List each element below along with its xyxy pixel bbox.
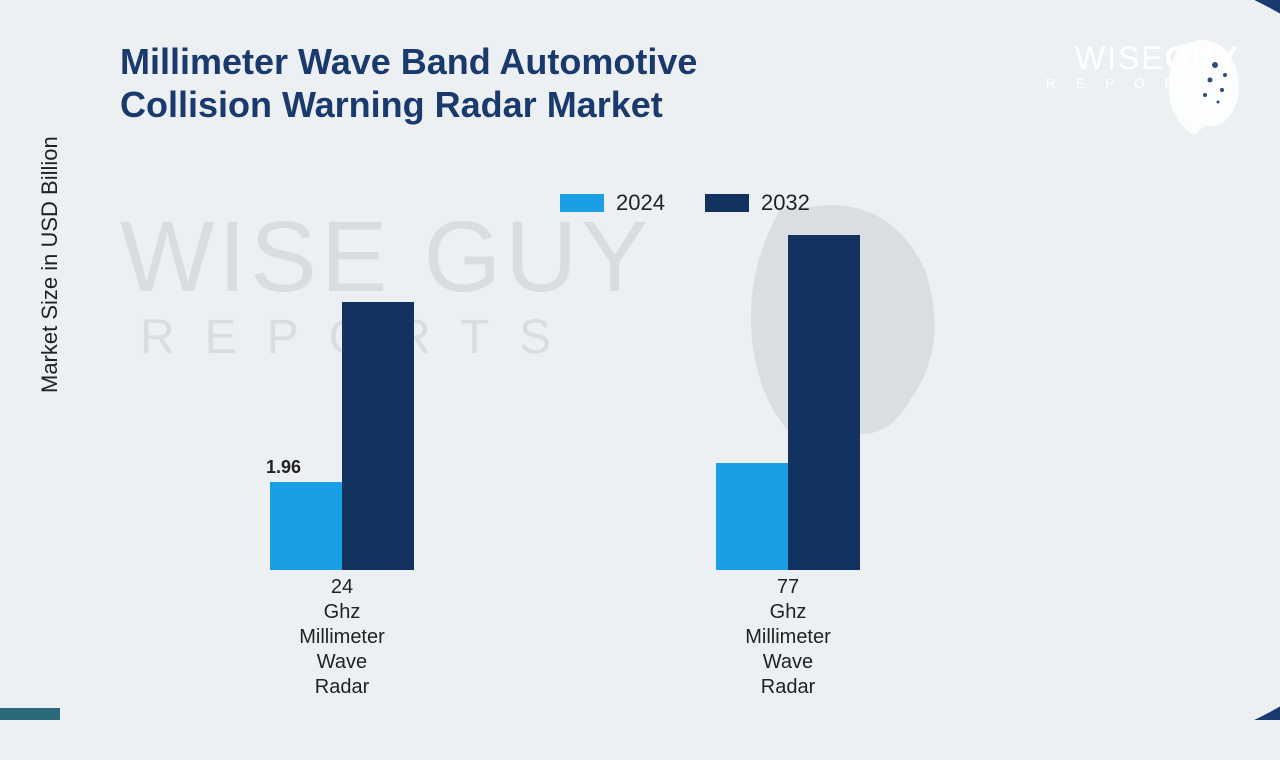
x-axis-label-0: 24 Ghz Millimeter Wave Radar xyxy=(292,575,392,700)
x-axis-label-1: 77 Ghz Millimeter Wave Radar xyxy=(738,575,838,700)
bar-1-0 xyxy=(716,463,788,570)
bar-0-1 xyxy=(342,302,414,570)
logo-subtext: R E P O R T S xyxy=(1046,75,1240,91)
y-axis-label: Market Size in USD Billion xyxy=(37,136,63,393)
legend-item-2032: 2032 xyxy=(705,190,810,216)
logo-text: WISEGUY xyxy=(1046,40,1240,77)
bar-0-0 xyxy=(270,482,342,570)
brand-logo: WISEGUY R E P O R T S xyxy=(1046,40,1240,91)
bar-chart: 1.9624 Ghz Millimeter Wave Radar77 Ghz M… xyxy=(120,190,940,570)
bar-group-0: 1.96 xyxy=(270,302,414,570)
legend-label-2024: 2024 xyxy=(616,190,665,216)
chart-title: Millimeter Wave Band Automotive Collisio… xyxy=(120,40,840,126)
logo-bold: GUY xyxy=(1165,40,1240,76)
legend-swatch-2024 xyxy=(560,194,604,212)
logo-main: WISE xyxy=(1075,40,1165,76)
legend: 2024 2032 xyxy=(560,190,810,216)
bar-1-1 xyxy=(788,235,860,570)
bar-value-label: 1.96 xyxy=(266,457,301,478)
legend-item-2024: 2024 xyxy=(560,190,665,216)
legend-swatch-2032 xyxy=(705,194,749,212)
legend-label-2032: 2032 xyxy=(761,190,810,216)
bar-group-1 xyxy=(716,235,860,570)
bottom-accent-bar xyxy=(0,708,60,720)
